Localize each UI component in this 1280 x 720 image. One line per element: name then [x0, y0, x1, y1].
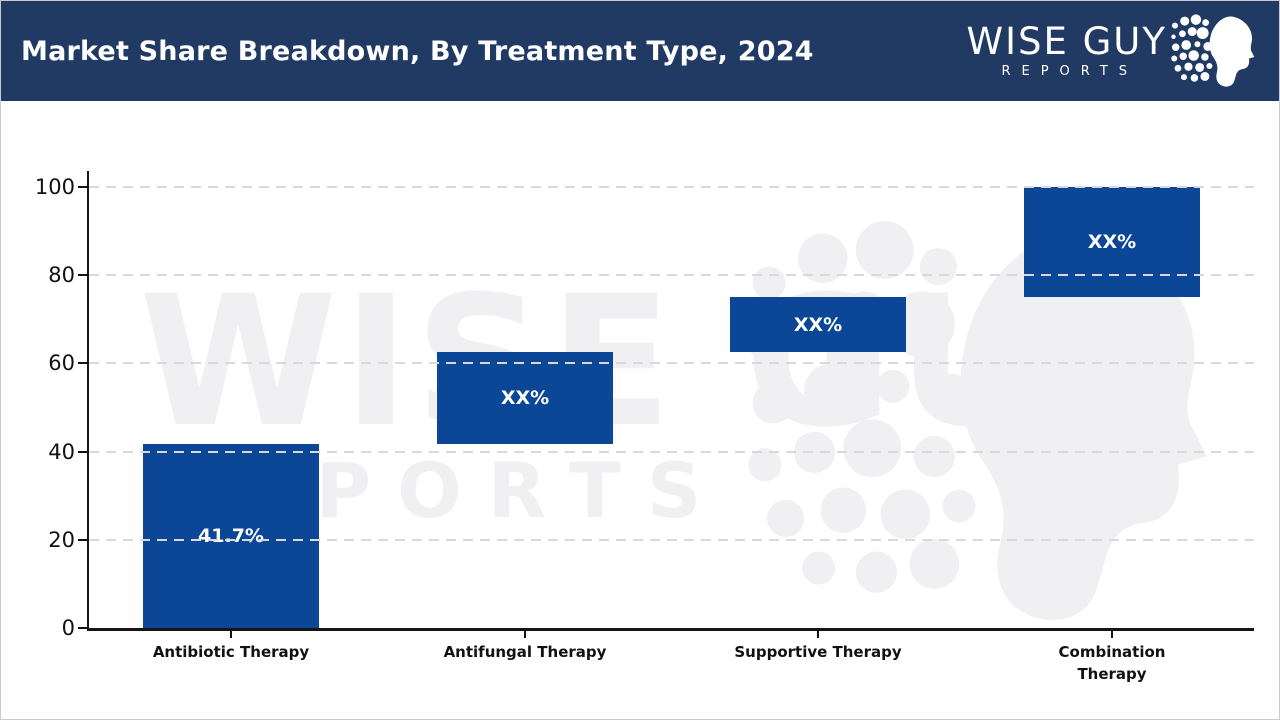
y-tick-label-80: 80: [48, 263, 75, 288]
category-label-supportive-therapy: Supportive Therapy: [734, 643, 902, 661]
bar-value-label-antifungal-therapy: XX%: [500, 387, 550, 410]
gridline-y-100: [89, 186, 1254, 188]
y-tick-label-100: 100: [34, 175, 75, 199]
category-label-antibiotic-therapy: Antibiotic Therapy: [152, 643, 310, 661]
y-axis-line: [87, 171, 89, 631]
logo-face-icon: [1171, 14, 1255, 87]
y-tick-100: [78, 186, 87, 188]
bar-supportive-therapy: XX%: [730, 297, 906, 353]
bar-combination-therapy: XX%: [1024, 187, 1200, 298]
chart-area: WISE GUY REPORTS 0 20 40 60 80 100 41.7% Antibi…: [1, 101, 1279, 719]
bar-value-label-antibiotic-therapy: 41.7%: [198, 525, 264, 548]
bar-value-label-supportive-therapy: XX%: [793, 313, 843, 336]
y-tick-label-0: 0: [61, 616, 75, 640]
logo-text: WISE GUY REPORTS: [967, 23, 1167, 79]
y-tick-60: [78, 362, 87, 365]
chart-title: Market Share Breakdown, By Treatment Typ…: [21, 35, 814, 67]
bar-value-label-combination-therapy: XX%: [1087, 231, 1137, 254]
x-tick-antifungal-therapy: [524, 631, 526, 638]
header: Market Share Breakdown, By Treatment Typ…: [1, 1, 1279, 101]
logo-wordmark: WISE GUY: [966, 20, 1167, 63]
watermark-face-icon: [748, 221, 1207, 621]
gridline-y-20: [89, 538, 1254, 541]
gridline-y-80: [89, 274, 1254, 277]
y-tick-80: [78, 274, 87, 277]
category-label-antifungal-therapy: Antifungal Therapy: [443, 643, 607, 661]
y-tick-0: [78, 627, 87, 629]
wiseguy-logo: WISE GUY REPORTS: [967, 10, 1255, 92]
x-tick-supportive-therapy: [817, 631, 819, 638]
y-tick-20: [78, 538, 87, 541]
bar-antibiotic-therapy: 41.7%: [143, 444, 319, 628]
y-tick-label-60: 60: [48, 351, 75, 376]
bar-antifungal-therapy: XX%: [437, 352, 613, 445]
x-axis-line: [87, 628, 1254, 631]
gridline-y-40: [89, 450, 1254, 453]
x-tick-combination-therapy: [1111, 631, 1113, 638]
x-tick-antibiotic-therapy: [230, 631, 232, 638]
category-label-combination-therapy: Combination Therapy: [1058, 643, 1166, 683]
y-tick-40: [78, 450, 87, 453]
gridline-y-60: [89, 362, 1254, 365]
logo-subtext: REPORTS: [1001, 64, 1139, 79]
y-tick-label-20: 20: [48, 527, 75, 552]
y-tick-label-40: 40: [48, 439, 75, 464]
